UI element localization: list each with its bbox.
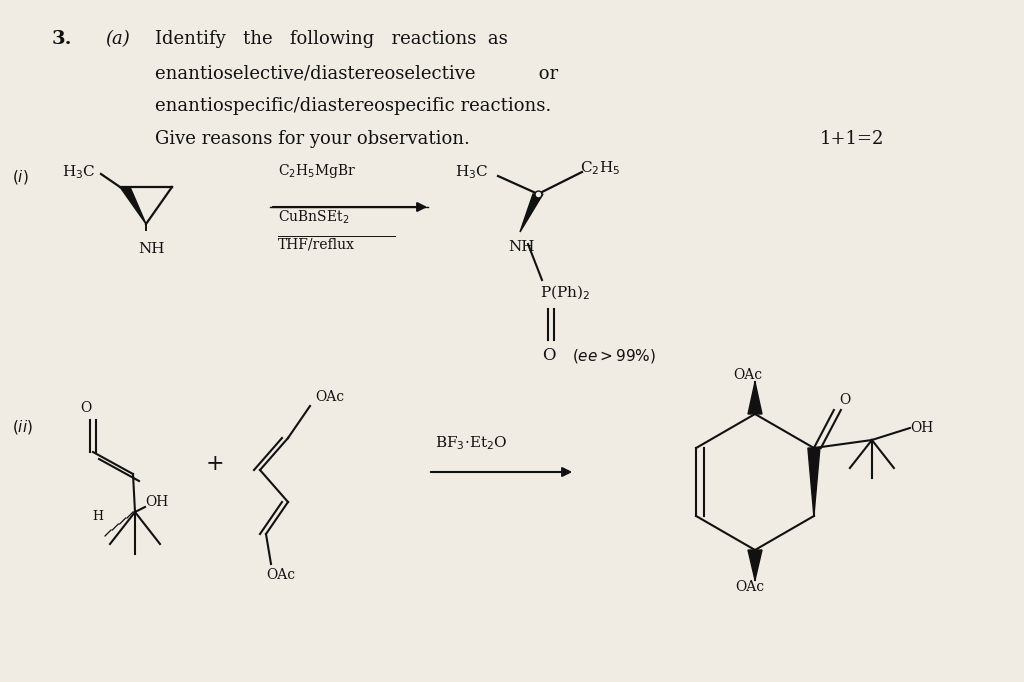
Text: O: O	[839, 393, 850, 407]
Text: O: O	[80, 401, 91, 415]
Text: OAc: OAc	[733, 368, 762, 382]
Text: enantioselective/diastereoselective           or: enantioselective/diastereoselective or	[155, 64, 558, 82]
Text: $(ee > 99\%)$: $(ee > 99\%)$	[572, 347, 656, 365]
Text: CuBnSEt$_2$: CuBnSEt$_2$	[278, 209, 349, 226]
Polygon shape	[520, 194, 543, 232]
Text: C$_2$H$_5$: C$_2$H$_5$	[580, 159, 621, 177]
Text: OH: OH	[910, 421, 933, 435]
Text: O: O	[542, 347, 555, 364]
Text: NH: NH	[138, 242, 165, 256]
Text: H$_3$C: H$_3$C	[455, 163, 488, 181]
Text: H$_3$C: H$_3$C	[62, 163, 95, 181]
Text: P(Ph)$_2$: P(Ph)$_2$	[540, 284, 590, 302]
Text: NH: NH	[508, 240, 535, 254]
Text: OAc: OAc	[266, 568, 295, 582]
Text: THF/reflux: THF/reflux	[278, 238, 355, 252]
Polygon shape	[748, 382, 762, 414]
Text: Identify   the   following   reactions  as: Identify the following reactions as	[155, 30, 508, 48]
Polygon shape	[808, 448, 820, 516]
Text: H: H	[92, 511, 103, 524]
Text: $(i)$: $(i)$	[12, 168, 29, 186]
Text: Give reasons for your observation.: Give reasons for your observation.	[155, 130, 470, 148]
Text: +: +	[206, 453, 224, 475]
Text: OAc: OAc	[315, 390, 344, 404]
Text: OH: OH	[145, 495, 168, 509]
Text: C$_2$H$_5$MgBr: C$_2$H$_5$MgBr	[278, 162, 356, 180]
Text: BF$_3$$\cdot$Et$_2$O: BF$_3$$\cdot$Et$_2$O	[435, 434, 508, 452]
Text: 3.: 3.	[52, 30, 73, 48]
Polygon shape	[748, 550, 762, 580]
Text: $(ii)$: $(ii)$	[12, 418, 33, 436]
Text: (a): (a)	[105, 30, 130, 48]
Text: OAc: OAc	[735, 580, 764, 594]
Polygon shape	[120, 187, 146, 224]
Text: enantiospecific/diastereospecific reactions.: enantiospecific/diastereospecific reacti…	[155, 97, 551, 115]
Text: 1+1=2: 1+1=2	[820, 130, 885, 148]
